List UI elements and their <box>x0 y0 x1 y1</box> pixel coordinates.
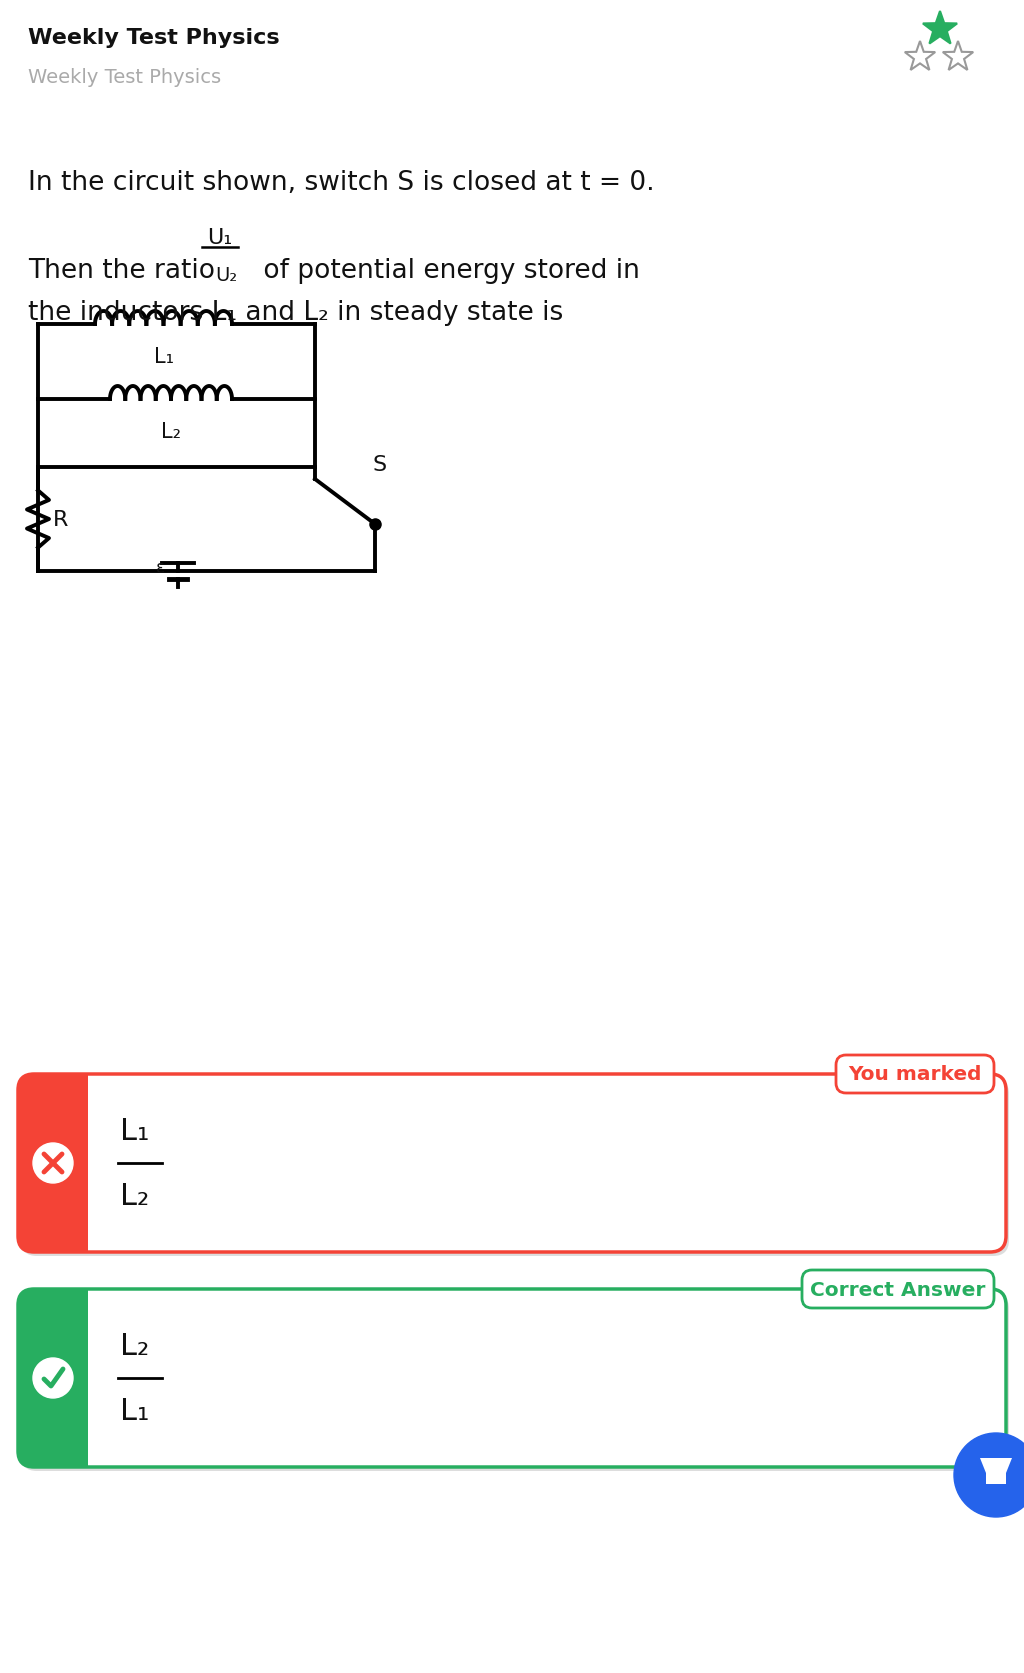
Text: In the circuit shown, switch S is closed at t = 0.: In the circuit shown, switch S is closed… <box>28 171 654 196</box>
Text: of potential energy stored in: of potential energy stored in <box>255 258 640 284</box>
FancyBboxPatch shape <box>18 1290 1006 1467</box>
FancyBboxPatch shape <box>18 1074 88 1253</box>
Polygon shape <box>980 1459 1012 1484</box>
Circle shape <box>954 1434 1024 1517</box>
Text: S: S <box>373 455 387 475</box>
Polygon shape <box>923 12 957 45</box>
Text: Then the ratio: Then the ratio <box>28 258 223 284</box>
Text: L₁: L₁ <box>154 346 173 366</box>
FancyBboxPatch shape <box>18 1290 88 1467</box>
Text: You marked: You marked <box>848 1064 982 1084</box>
FancyBboxPatch shape <box>22 1079 1009 1256</box>
Text: Weekly Test Physics: Weekly Test Physics <box>28 28 280 49</box>
FancyBboxPatch shape <box>836 1056 994 1094</box>
Text: Weekly Test Physics: Weekly Test Physics <box>28 69 221 87</box>
Bar <box>34 1074 88 1253</box>
Circle shape <box>33 1358 73 1399</box>
Text: the inductors L₁ and L₂ in steady state is: the inductors L₁ and L₂ in steady state … <box>28 299 563 326</box>
Text: U₁: U₁ <box>208 228 232 248</box>
Text: U₂: U₂ <box>215 266 238 284</box>
FancyBboxPatch shape <box>802 1270 994 1308</box>
Bar <box>34 1290 88 1467</box>
Text: L₁: L₁ <box>120 1397 150 1425</box>
Text: L₂: L₂ <box>120 1181 150 1210</box>
Text: L₂: L₂ <box>161 422 181 442</box>
FancyBboxPatch shape <box>18 1074 1006 1253</box>
FancyBboxPatch shape <box>22 1293 1009 1471</box>
Text: R: R <box>53 510 69 530</box>
Text: L₂: L₂ <box>120 1332 150 1360</box>
Circle shape <box>33 1143 73 1183</box>
Text: ε: ε <box>156 559 165 577</box>
Text: Correct Answer: Correct Answer <box>810 1280 986 1298</box>
Text: L₁: L₁ <box>120 1116 150 1146</box>
